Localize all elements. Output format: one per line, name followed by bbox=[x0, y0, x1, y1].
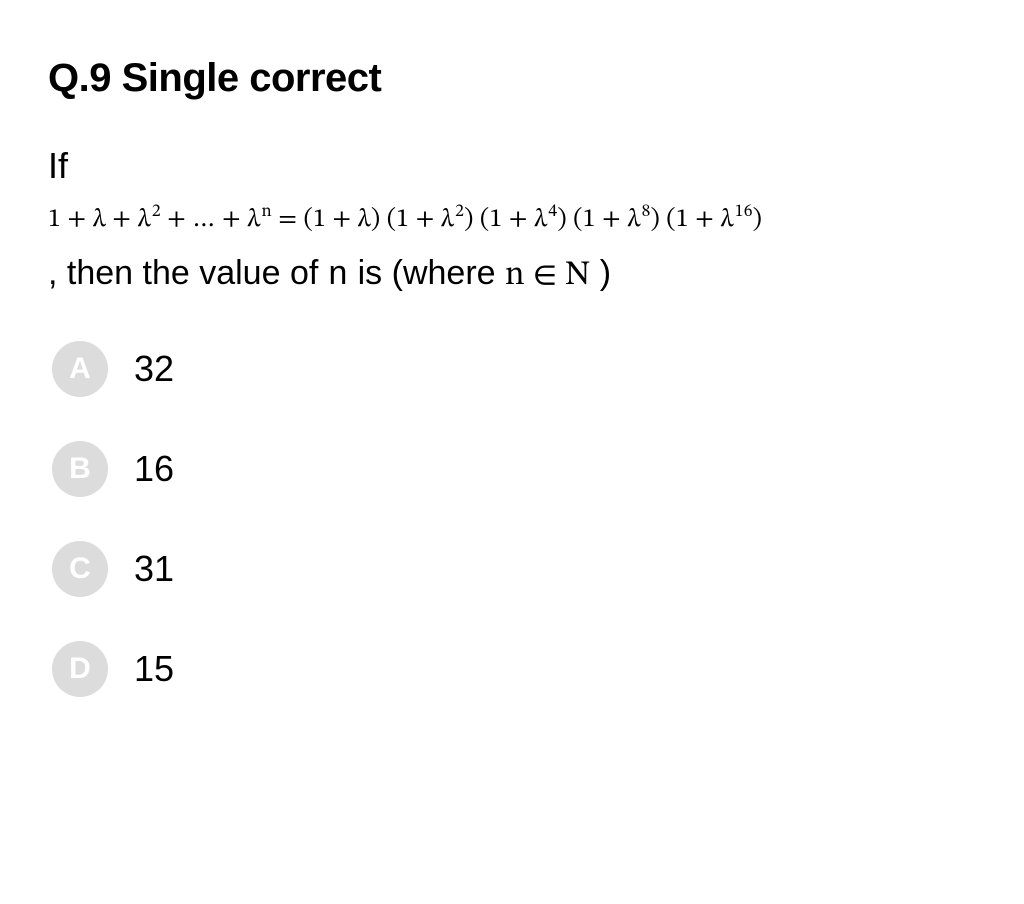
option-a[interactable]: A 32 bbox=[52, 341, 984, 397]
option-text-d: 15 bbox=[134, 648, 174, 690]
question-page: Q.9 Single correct If 1 + λ + λ2 + … + λ… bbox=[0, 0, 1024, 697]
option-bubble-b: B bbox=[52, 441, 108, 497]
if-label: If bbox=[48, 145, 984, 187]
option-b[interactable]: B 16 bbox=[52, 441, 984, 497]
option-bubble-d: D bbox=[52, 641, 108, 697]
question-condition: , then the value of n is (where n ∈ N ) bbox=[48, 250, 984, 301]
question-heading: Q.9 Single correct bbox=[48, 56, 984, 101]
question-equation: 1 + λ + λ2 + … + λn = (1 + λ) (1 + λ2) (… bbox=[48, 201, 984, 240]
condition-var: n bbox=[328, 257, 348, 295]
option-text-c: 31 bbox=[134, 548, 174, 590]
option-text-b: 16 bbox=[134, 448, 174, 490]
condition-set: n ∈ N bbox=[505, 259, 590, 293]
condition-prefix: , then the value of bbox=[48, 254, 328, 292]
condition-suffix: ) bbox=[590, 254, 611, 292]
option-bubble-c: C bbox=[52, 541, 108, 597]
option-c[interactable]: C 31 bbox=[52, 541, 984, 597]
options-list: A 32 B 16 C 31 D 15 bbox=[52, 341, 984, 697]
option-bubble-a: A bbox=[52, 341, 108, 397]
option-d[interactable]: D 15 bbox=[52, 641, 984, 697]
option-text-a: 32 bbox=[134, 348, 174, 390]
condition-mid: is (where bbox=[348, 254, 505, 292]
